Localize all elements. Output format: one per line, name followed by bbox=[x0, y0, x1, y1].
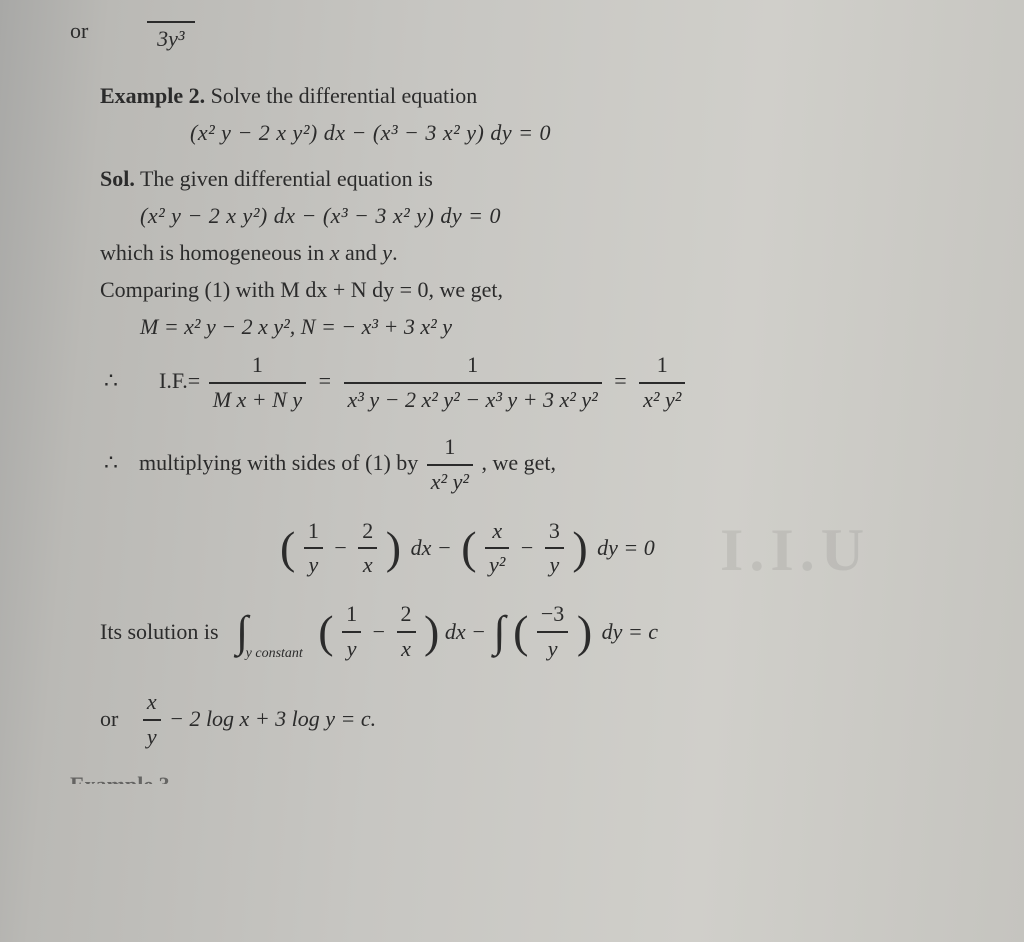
final-frac: x y bbox=[143, 687, 161, 753]
its-solution-label: Its solution is bbox=[100, 617, 219, 648]
step-dy: dy = 0 bbox=[597, 533, 655, 564]
step-frac-2: 2 x bbox=[358, 516, 377, 582]
top-frac: 3y³ bbox=[147, 8, 195, 55]
therefore-1: ∴ bbox=[100, 366, 122, 397]
or-label-top: or bbox=[70, 16, 88, 47]
if-label: I.F.= bbox=[159, 368, 200, 393]
lparen-4: ( bbox=[513, 609, 528, 655]
sol-dx: dx − bbox=[445, 617, 486, 648]
compare-text: Comparing (1) with M dx + N dy = 0, we g… bbox=[100, 275, 980, 306]
if-frac-2: 1 x³ y − 2 x² y² − x³ y + 3 x² y² bbox=[344, 350, 602, 416]
example-prompt: Solve the differential equation bbox=[211, 83, 478, 108]
homog-dot: . bbox=[392, 240, 398, 265]
if-eq-1: = bbox=[319, 368, 331, 393]
lparen-3: ( bbox=[318, 609, 333, 655]
or-label-final: or bbox=[100, 704, 118, 735]
step-minus-2: − bbox=[521, 533, 533, 564]
rparen-4: ) bbox=[577, 609, 592, 655]
step-frac-4: 3 y bbox=[545, 516, 564, 582]
if-eq-2: = bbox=[614, 368, 626, 393]
mn-definition: M = x² y − 2 x y², N = − x³ + 3 x² y bbox=[140, 312, 980, 343]
example-label: Example 2. bbox=[100, 83, 205, 108]
sol-dy: dy = c bbox=[602, 617, 658, 648]
bottom-fragment: Example 3 bbox=[70, 772, 170, 784]
if-frac-1: 1 M x + N y bbox=[209, 350, 306, 416]
lparen-2: ( bbox=[461, 525, 476, 571]
rparen-1: ) bbox=[386, 525, 401, 571]
homog-and: and bbox=[340, 240, 383, 265]
therefore-2: ∴ bbox=[100, 448, 122, 479]
rparen-2: ) bbox=[572, 525, 587, 571]
sol-frac-1: 1 y bbox=[342, 599, 361, 665]
sol-frac-3: −3 y bbox=[537, 599, 568, 665]
step-dx: dx − bbox=[411, 533, 452, 564]
example-equation: (x² y − 2 x y²) dx − (x³ − 3 x² y) dy = … bbox=[190, 118, 980, 149]
step-frac-3: x y² bbox=[485, 516, 509, 582]
step-frac-1: 1 y bbox=[304, 516, 323, 582]
sol-label: Sol. bbox=[100, 166, 135, 191]
sol-frac-2: 2 x bbox=[397, 599, 416, 665]
step-minus-1: − bbox=[334, 533, 346, 564]
final-rest: − 2 log x + 3 log y = c. bbox=[169, 704, 376, 735]
integral-1-sub: y constant bbox=[246, 646, 303, 661]
sol-line1: The given differential equation is bbox=[140, 166, 433, 191]
mult-frac: 1 x² y² bbox=[427, 432, 473, 498]
lparen-1: ( bbox=[280, 525, 295, 571]
homog-text-a: which is homogeneous in bbox=[100, 240, 330, 265]
homog-x: x bbox=[330, 240, 340, 265]
mult-text-b: , we get, bbox=[482, 450, 557, 475]
homog-y: y bbox=[382, 240, 392, 265]
sol-minus-1: − bbox=[373, 617, 385, 648]
integral-2: ∫ bbox=[492, 612, 508, 652]
if-frac-3: 1 x² y² bbox=[639, 350, 685, 416]
rparen-3: ) bbox=[424, 609, 439, 655]
mult-text-a: multiplying with sides of (1) by bbox=[139, 450, 424, 475]
sol-eq1: (x² y − 2 x y²) dx − (x³ − 3 x² y) dy = … bbox=[140, 201, 980, 232]
